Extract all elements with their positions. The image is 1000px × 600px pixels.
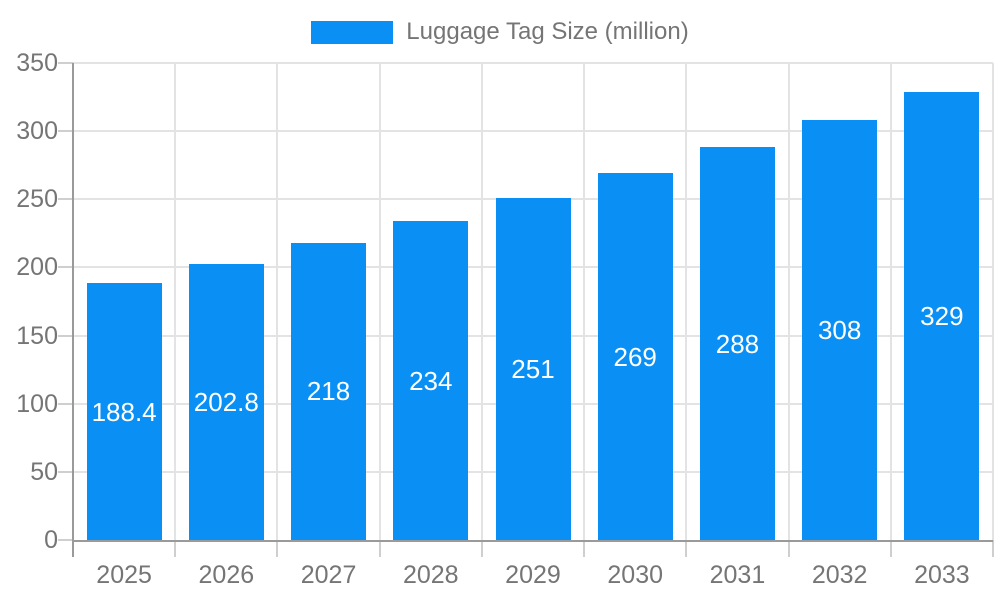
plot-area: 188.4 202.8 218 234 251 269 288 308 329 <box>58 62 994 557</box>
x-axis-tick <box>787 540 790 557</box>
gridline-vertical <box>787 63 790 540</box>
gridline-vertical <box>378 63 381 540</box>
x-axis-line <box>73 540 993 542</box>
x-axis-tick-label: 2028 <box>402 561 459 589</box>
y-axis-tick-label: 350 <box>16 49 58 77</box>
gridline-vertical <box>992 63 994 540</box>
x-axis-tick <box>889 540 892 557</box>
bar-2027 <box>291 242 367 540</box>
y-axis-tick <box>58 334 73 337</box>
y-axis-tick <box>58 198 73 201</box>
x-axis-tick <box>378 540 381 557</box>
y-axis-tick <box>58 62 73 65</box>
y-axis-tick-label: 150 <box>16 321 58 350</box>
x-axis-tick-label: 2030 <box>607 561 664 589</box>
x-axis-tick-label: 2033 <box>914 561 970 589</box>
bar-2026 <box>188 263 264 540</box>
y-axis-line <box>72 63 74 557</box>
gridline-vertical <box>685 63 688 540</box>
legend-color-swatch <box>311 20 394 44</box>
legend: Luggage Tag Size (million) <box>0 17 1000 47</box>
gridline-vertical <box>583 63 586 540</box>
y-axis-tick-label: 50 <box>30 457 58 486</box>
legend-label: Luggage Tag Size (million) <box>406 18 689 45</box>
bar-2030 <box>597 173 673 540</box>
x-axis-tick-label: 2029 <box>505 561 561 589</box>
x-axis-tick <box>480 540 483 557</box>
x-axis-tick <box>174 540 177 557</box>
y-axis-tick <box>58 130 73 133</box>
bar-2032 <box>802 120 878 540</box>
y-axis-tick <box>58 470 73 473</box>
y-axis-tick-label: 250 <box>16 185 58 214</box>
gridline-horizontal <box>73 62 993 65</box>
x-axis-tick-label: 2025 <box>96 561 152 589</box>
bar-2029 <box>495 197 571 540</box>
y-axis-tick <box>58 539 73 541</box>
bar-2033 <box>904 91 980 540</box>
x-axis-tick-label: 2031 <box>709 561 766 589</box>
x-axis-tick <box>583 540 586 557</box>
gridline-vertical <box>276 63 279 540</box>
y-axis-tick-label: 300 <box>16 117 58 146</box>
x-axis-tick-label: 2032 <box>811 561 868 589</box>
x-axis-tick-label: 2027 <box>300 561 357 589</box>
bar-2031 <box>699 147 775 540</box>
x-axis-tick <box>276 540 279 557</box>
gridline-horizontal <box>73 130 993 133</box>
x-axis-tick <box>685 540 688 557</box>
x-axis-tick <box>992 540 994 557</box>
bar-2025 <box>86 283 162 540</box>
x-axis-tick-label: 2026 <box>198 561 255 589</box>
gridline-vertical <box>889 63 892 540</box>
y-axis-tick <box>58 266 73 269</box>
gridline-vertical <box>480 63 483 540</box>
y-axis-tick-label: 0 <box>44 526 58 554</box>
gridline-vertical <box>174 63 177 540</box>
y-axis-tick-label: 200 <box>16 253 58 282</box>
y-axis-tick-label: 100 <box>16 389 58 418</box>
bar-2028 <box>393 221 469 540</box>
y-axis-tick <box>58 402 73 405</box>
